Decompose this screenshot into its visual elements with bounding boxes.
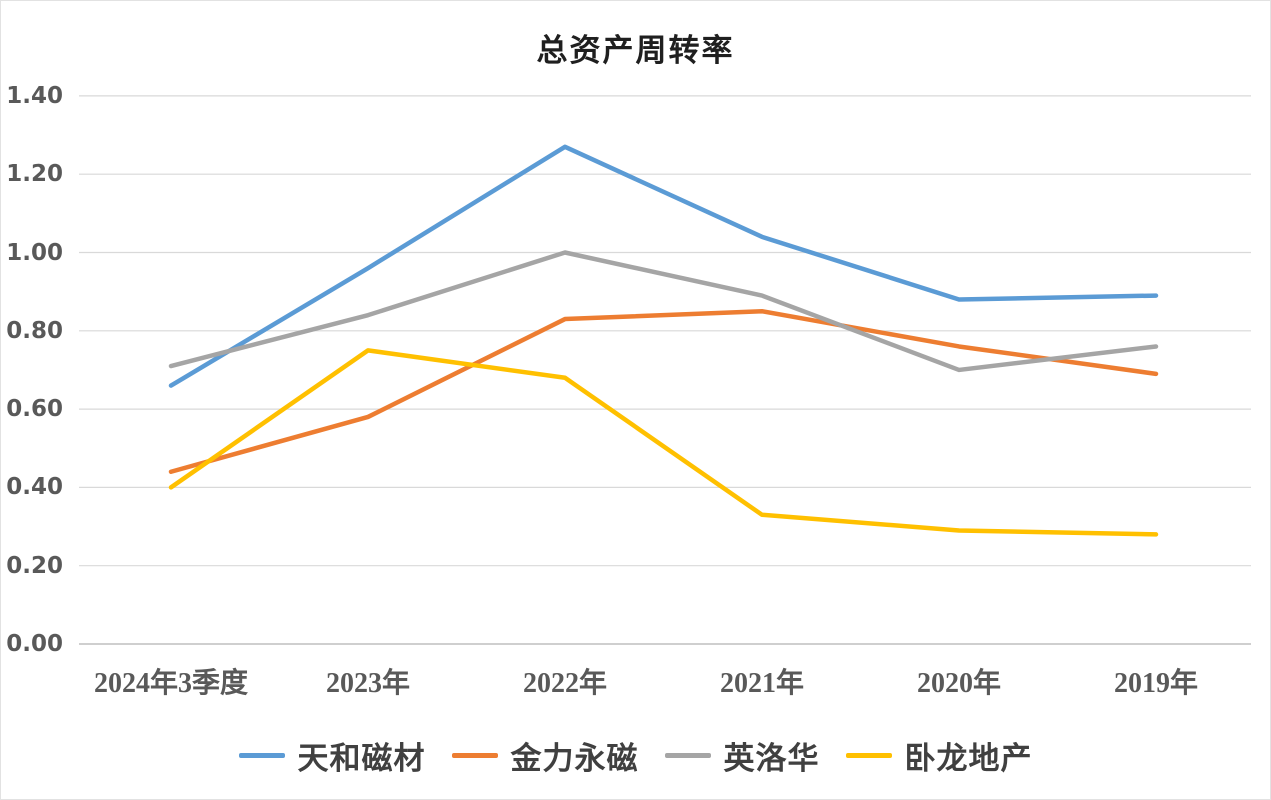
legend-item-卧龙地产: 卧龙地产 [845,733,1033,778]
y-tick-label: 1.00 [6,239,63,266]
series-line-英洛华 [168,250,1159,373]
y-tick-label: 0.00 [6,631,63,657]
series-line-卧龙地产 [168,348,1159,537]
y-tick-label: 0.80 [6,317,63,344]
legend-swatch-icon [664,753,711,758]
y-tick-label: 1.20 [6,161,63,188]
legend-swatch-icon [845,753,892,758]
legend-item-英洛华: 英洛华 [664,733,820,778]
chart-title: 总资产周转率 [536,33,735,68]
legend-swatch-icon [238,753,285,758]
legend-swatch-icon [451,753,498,758]
legend: 天和磁材 金力永磁 英洛华 卧龙地产 [1,733,1270,778]
series-line-金力永磁 [168,308,1159,474]
y-tick-label: 0.60 [6,396,63,423]
legend-label: 英洛华 [723,741,820,776]
y-tick-label: 1.40 [6,82,63,109]
y-tick-label: 0.20 [6,552,63,579]
legend-item-天和磁材: 天和磁材 [238,733,426,778]
y-axis: 0.00 0.20 0.40 0.60 0.80 1.00 1.20 1.40 [1,1,63,799]
legend-label: 天和磁材 [297,741,426,776]
legend-label: 金力永磁 [510,741,639,776]
series-line-天和磁材 [168,144,1159,388]
legend-item-金力永磁: 金力永磁 [451,733,639,778]
legend-label: 卧龙地产 [904,741,1033,776]
y-tick-label: 0.40 [6,474,63,501]
